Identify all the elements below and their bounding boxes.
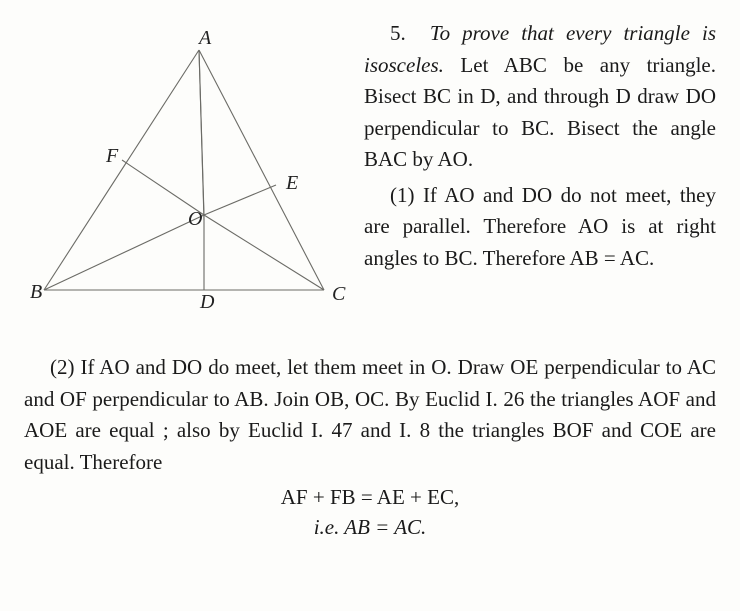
figure-label-c: C [332, 283, 346, 305]
figure-label-d: D [199, 291, 215, 313]
figure-label-f: F [105, 145, 119, 167]
triangle-svg: A B C D E F O [24, 30, 354, 330]
problem-number: 5. [390, 21, 406, 45]
case-2-paragraph: (2) If AO and DO do meet, let them meet … [24, 352, 716, 478]
equation-line-1: AF + FB = AE + EC, [24, 482, 716, 512]
figure-label-e: E [285, 172, 298, 194]
equation-line-2-text: i.e. AB = AC. [314, 515, 427, 539]
equation-line-2: i.e. AB = AC. [24, 512, 716, 542]
figure-label-a: A [197, 30, 212, 49]
triangle-figure: A B C D E F O [24, 30, 354, 330]
page: ABCDEFO 5. To prove that every triangle … [24, 18, 716, 543]
figure-label-o: O [188, 208, 202, 230]
bottom-block: (2) If AO and DO do meet, let them meet … [24, 336, 716, 543]
top-block: ABCDEFO 5. To prove that every triangle … [24, 18, 716, 336]
figure-label-b: B [30, 281, 42, 303]
